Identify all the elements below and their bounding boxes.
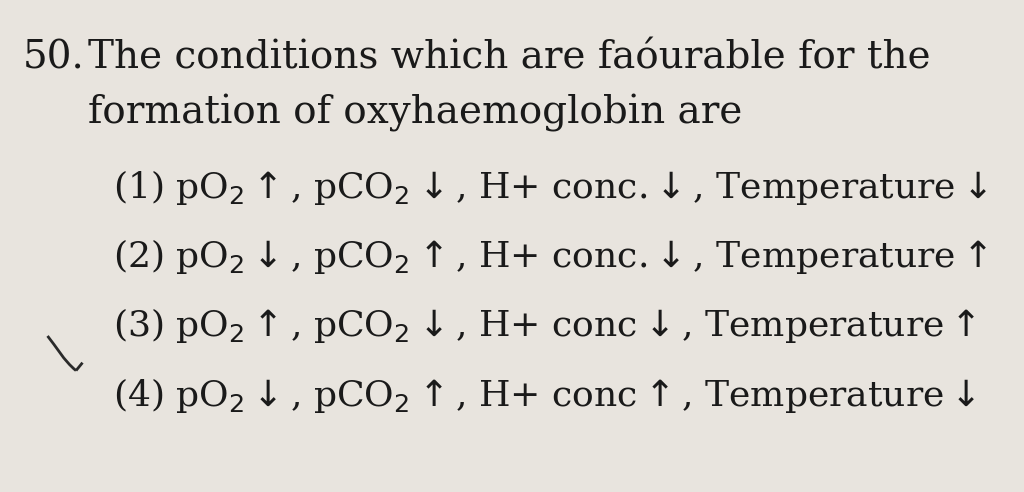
Text: formation of oxyhaemoglobin are: formation of oxyhaemoglobin are bbox=[88, 94, 742, 132]
Text: (2) pO$_2$$\downarrow$, pCO$_2$$\uparrow$, H+ conc.$\downarrow$, Temperature$\up: (2) pO$_2$$\downarrow$, pCO$_2$$\uparrow… bbox=[113, 237, 987, 276]
Text: (1) pO$_2$$\uparrow$, pCO$_2$$\downarrow$, H+ conc.$\downarrow$, Temperature$\do: (1) pO$_2$$\uparrow$, pCO$_2$$\downarrow… bbox=[113, 168, 987, 207]
Text: (4) pO$_2$$\downarrow$, pCO$_2$$\uparrow$, H+ conc$\uparrow$, Temperature$\downa: (4) pO$_2$$\downarrow$, pCO$_2$$\uparrow… bbox=[113, 375, 975, 415]
Text: (3) pO$_2$$\uparrow$, pCO$_2$$\downarrow$, H+ conc$\downarrow$, Temperature$\upa: (3) pO$_2$$\uparrow$, pCO$_2$$\downarrow… bbox=[113, 307, 975, 345]
Text: 50.: 50. bbox=[24, 39, 85, 76]
Text: The conditions which are faóurable for the: The conditions which are faóurable for t… bbox=[88, 39, 931, 76]
